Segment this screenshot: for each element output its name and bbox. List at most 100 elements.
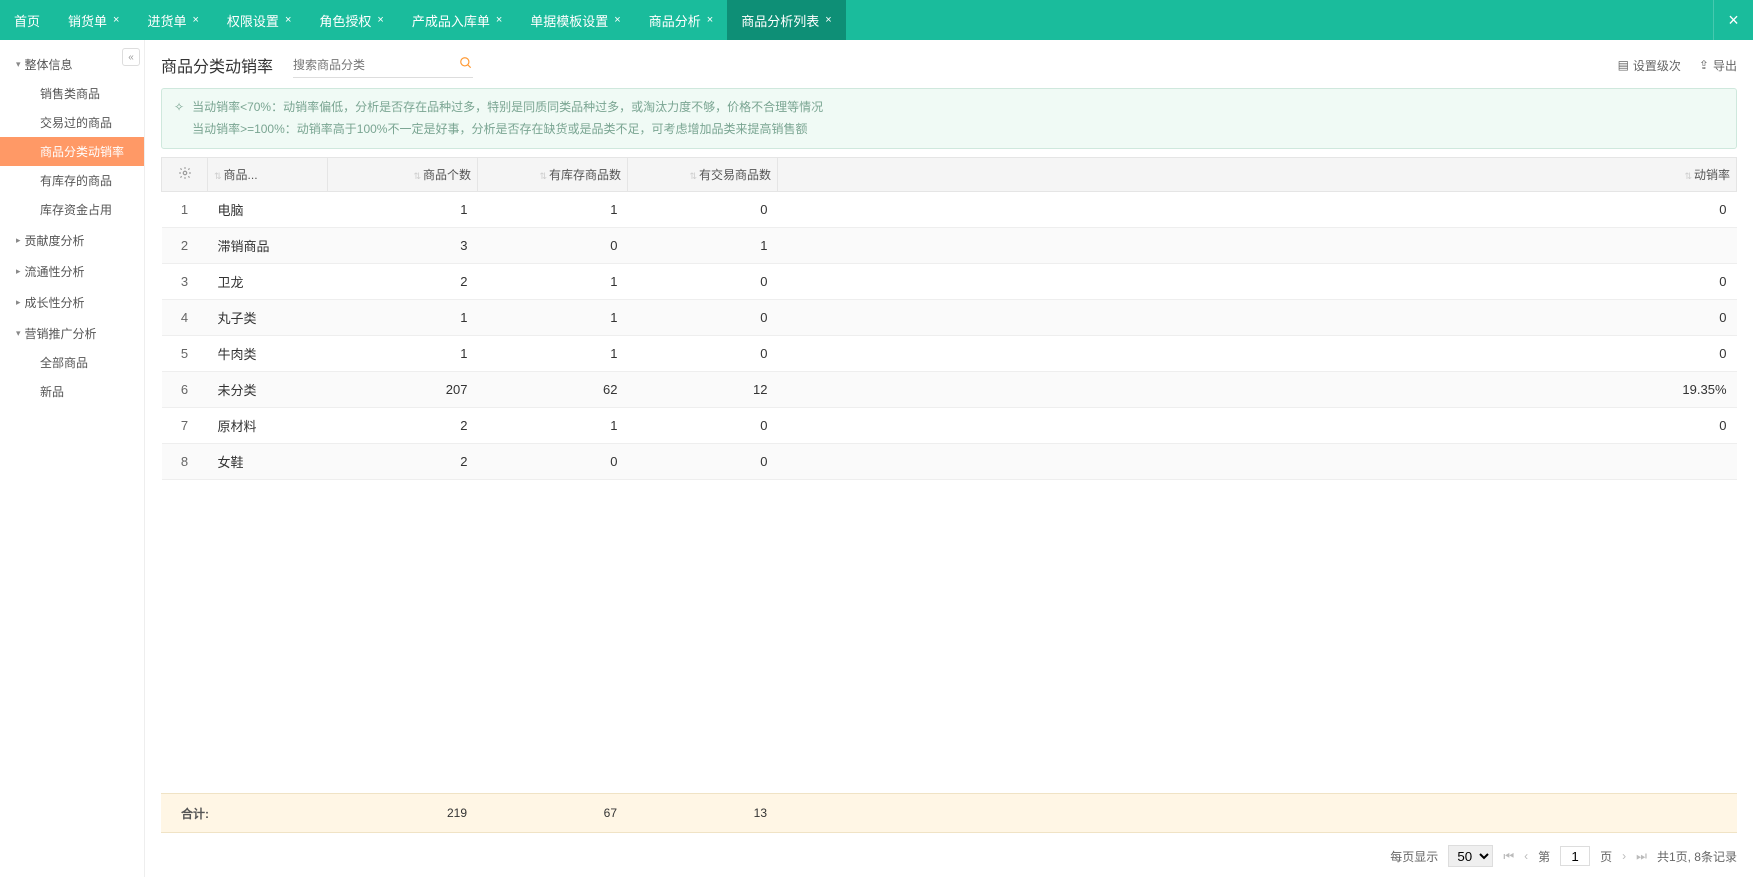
cell-stock: 1 <box>478 408 628 444</box>
total-stock: 67 <box>477 806 627 820</box>
set-level-button[interactable]: ▤ 设置级次 <box>1618 57 1681 74</box>
nav-group-1[interactable]: ▸贡献度分析 <box>0 226 144 255</box>
pager-next-icon[interactable]: › <box>1622 849 1626 863</box>
cell-cat: 牛肉类 <box>208 336 328 372</box>
cell-cat: 卫龙 <box>208 264 328 300</box>
tab-label: 产成品入库单 <box>412 11 490 30</box>
tip-box: ✧ 当动销率<70%：动销率偏低，分析是否存在品种过多，特别是同质同类品种过多，… <box>161 88 1737 149</box>
total-label: 合计: <box>161 805 327 822</box>
tabs-close-all[interactable]: × <box>1713 0 1753 40</box>
tab-1[interactable]: 销货单× <box>54 0 133 40</box>
cell-cat: 电脑 <box>208 192 328 228</box>
total-trade: 13 <box>627 806 777 820</box>
pager-first-icon[interactable]: ⏮ <box>1503 849 1514 864</box>
search-icon[interactable] <box>459 56 473 73</box>
table-row[interactable]: 7原材料2100 <box>162 408 1737 444</box>
cell-idx: 7 <box>162 408 208 444</box>
nav-item-0-2[interactable]: 商品分类动销率 <box>0 137 144 166</box>
export-label: 导出 <box>1713 57 1737 74</box>
nav-item-0-0[interactable]: 销售类商品 <box>0 79 144 108</box>
pager-last-icon[interactable]: ⏭ <box>1636 849 1647 864</box>
close-icon[interactable]: × <box>285 14 291 26</box>
table-row[interactable]: 6未分类207621219.35% <box>162 372 1737 408</box>
tab-5[interactable]: 产成品入库单 × <box>398 0 516 40</box>
lightbulb-icon: ✧ <box>174 97 184 140</box>
close-icon[interactable]: × <box>113 14 119 26</box>
nav-item-4-1[interactable]: 新品 <box>0 377 144 406</box>
cell-idx: 2 <box>162 228 208 264</box>
table-row[interactable]: 8女鞋200 <box>162 444 1737 480</box>
set-level-label: 设置级次 <box>1633 57 1681 74</box>
export-button[interactable]: ⇪ 导出 <box>1699 57 1737 74</box>
pager-summary: 共1页, 8条记录 <box>1657 848 1737 865</box>
tab-8[interactable]: 商品分析列表 × <box>727 0 845 40</box>
close-icon[interactable]: × <box>707 14 713 26</box>
close-icon[interactable]: × <box>496 14 502 26</box>
nav-group-4[interactable]: ▾营销推广分析 <box>0 319 144 348</box>
data-table: ⇅商品... ⇅商品个数 ⇅有库存商品数 ⇅有交易商品数 ⇅动销率 1电脑110… <box>161 157 1737 480</box>
search-input[interactable] <box>293 58 459 72</box>
tab-label: 商品分析 <box>649 11 701 30</box>
sidebar-collapse-button[interactable]: « <box>122 48 140 66</box>
table-row[interactable]: 3卫龙2100 <box>162 264 1737 300</box>
per-page-select[interactable]: 50 <box>1448 845 1493 867</box>
table-row[interactable]: 2滞销商品301 <box>162 228 1737 264</box>
tip-line-2: 当动销率>=100%：动销率高于100%不一定是好事，分析是否存在缺货或是品类不… <box>192 119 1724 141</box>
pager-prev-icon[interactable]: ‹ <box>1524 849 1528 863</box>
col-header-category[interactable]: ⇅商品... <box>208 158 328 192</box>
nav-item-0-3[interactable]: 有库存的商品 <box>0 166 144 195</box>
tab-label: 首页 <box>14 11 40 30</box>
page-prefix: 第 <box>1538 848 1550 865</box>
col-header-count[interactable]: ⇅商品个数 <box>328 158 478 192</box>
cell-count: 207 <box>328 372 478 408</box>
page-input[interactable] <box>1560 846 1590 866</box>
tab-6[interactable]: 单据模板设置× <box>516 0 634 40</box>
cell-trade: 0 <box>628 444 778 480</box>
nav-item-4-0[interactable]: 全部商品 <box>0 348 144 377</box>
cell-count: 1 <box>328 192 478 228</box>
cell-rate <box>778 228 1737 264</box>
pager: 每页显示 50 ⏮ ‹ 第 页 › ⏭ 共1页, 8条记录 <box>161 841 1737 877</box>
sidebar: « ▾整体信息销售类商品交易过的商品商品分类动销率有库存的商品库存资金占用▸贡献… <box>0 40 145 877</box>
column-settings-button[interactable] <box>162 158 208 192</box>
nav-item-0-1[interactable]: 交易过的商品 <box>0 108 144 137</box>
col-header-rate[interactable]: ⇅动销率 <box>778 158 1737 192</box>
tab-4[interactable]: 角色授权× <box>305 0 397 40</box>
cell-cat: 女鞋 <box>208 444 328 480</box>
table-row[interactable]: 1电脑1100 <box>162 192 1737 228</box>
nav-group-label: 整体信息 <box>25 56 73 73</box>
total-count: 219 <box>327 806 477 820</box>
tab-2[interactable]: 进货单× <box>133 0 212 40</box>
close-icon[interactable]: × <box>377 14 383 26</box>
close-icon[interactable]: × <box>825 14 831 26</box>
tab-label: 权限设置 <box>227 11 279 30</box>
cell-stock: 1 <box>478 336 628 372</box>
search-box[interactable] <box>293 52 473 78</box>
cell-stock: 1 <box>478 192 628 228</box>
close-icon[interactable]: × <box>614 14 620 26</box>
settings-icon: ▤ <box>1618 58 1629 72</box>
tab-7[interactable]: 商品分析 × <box>635 0 727 40</box>
close-icon[interactable]: × <box>192 14 198 26</box>
cell-cat: 原材料 <box>208 408 328 444</box>
cell-trade: 0 <box>628 192 778 228</box>
nav-group-2[interactable]: ▸流通性分析 <box>0 257 144 286</box>
table-row[interactable]: 4丸子类1100 <box>162 300 1737 336</box>
col-header-stock[interactable]: ⇅有库存商品数 <box>478 158 628 192</box>
cell-rate: 0 <box>778 300 1737 336</box>
tab-label: 商品分析列表 <box>741 11 819 30</box>
cell-cat: 滞销商品 <box>208 228 328 264</box>
page-suffix: 页 <box>1600 848 1612 865</box>
cell-idx: 4 <box>162 300 208 336</box>
nav-group-3[interactable]: ▸成长性分析 <box>0 288 144 317</box>
tab-3[interactable]: 权限设置 × <box>213 0 305 40</box>
cell-trade: 1 <box>628 228 778 264</box>
tab-0[interactable]: 首页 <box>0 0 54 40</box>
content-area: 商品分类动销率 ▤ 设置级次 ⇪ 导出 ✧ 当动销率 <box>145 40 1753 877</box>
table-row[interactable]: 5牛肉类1100 <box>162 336 1737 372</box>
col-header-trade[interactable]: ⇅有交易商品数 <box>628 158 778 192</box>
cell-rate: 0 <box>778 336 1737 372</box>
cell-stock: 62 <box>478 372 628 408</box>
nav-item-0-4[interactable]: 库存资金占用 <box>0 195 144 224</box>
cell-rate: 0 <box>778 264 1737 300</box>
